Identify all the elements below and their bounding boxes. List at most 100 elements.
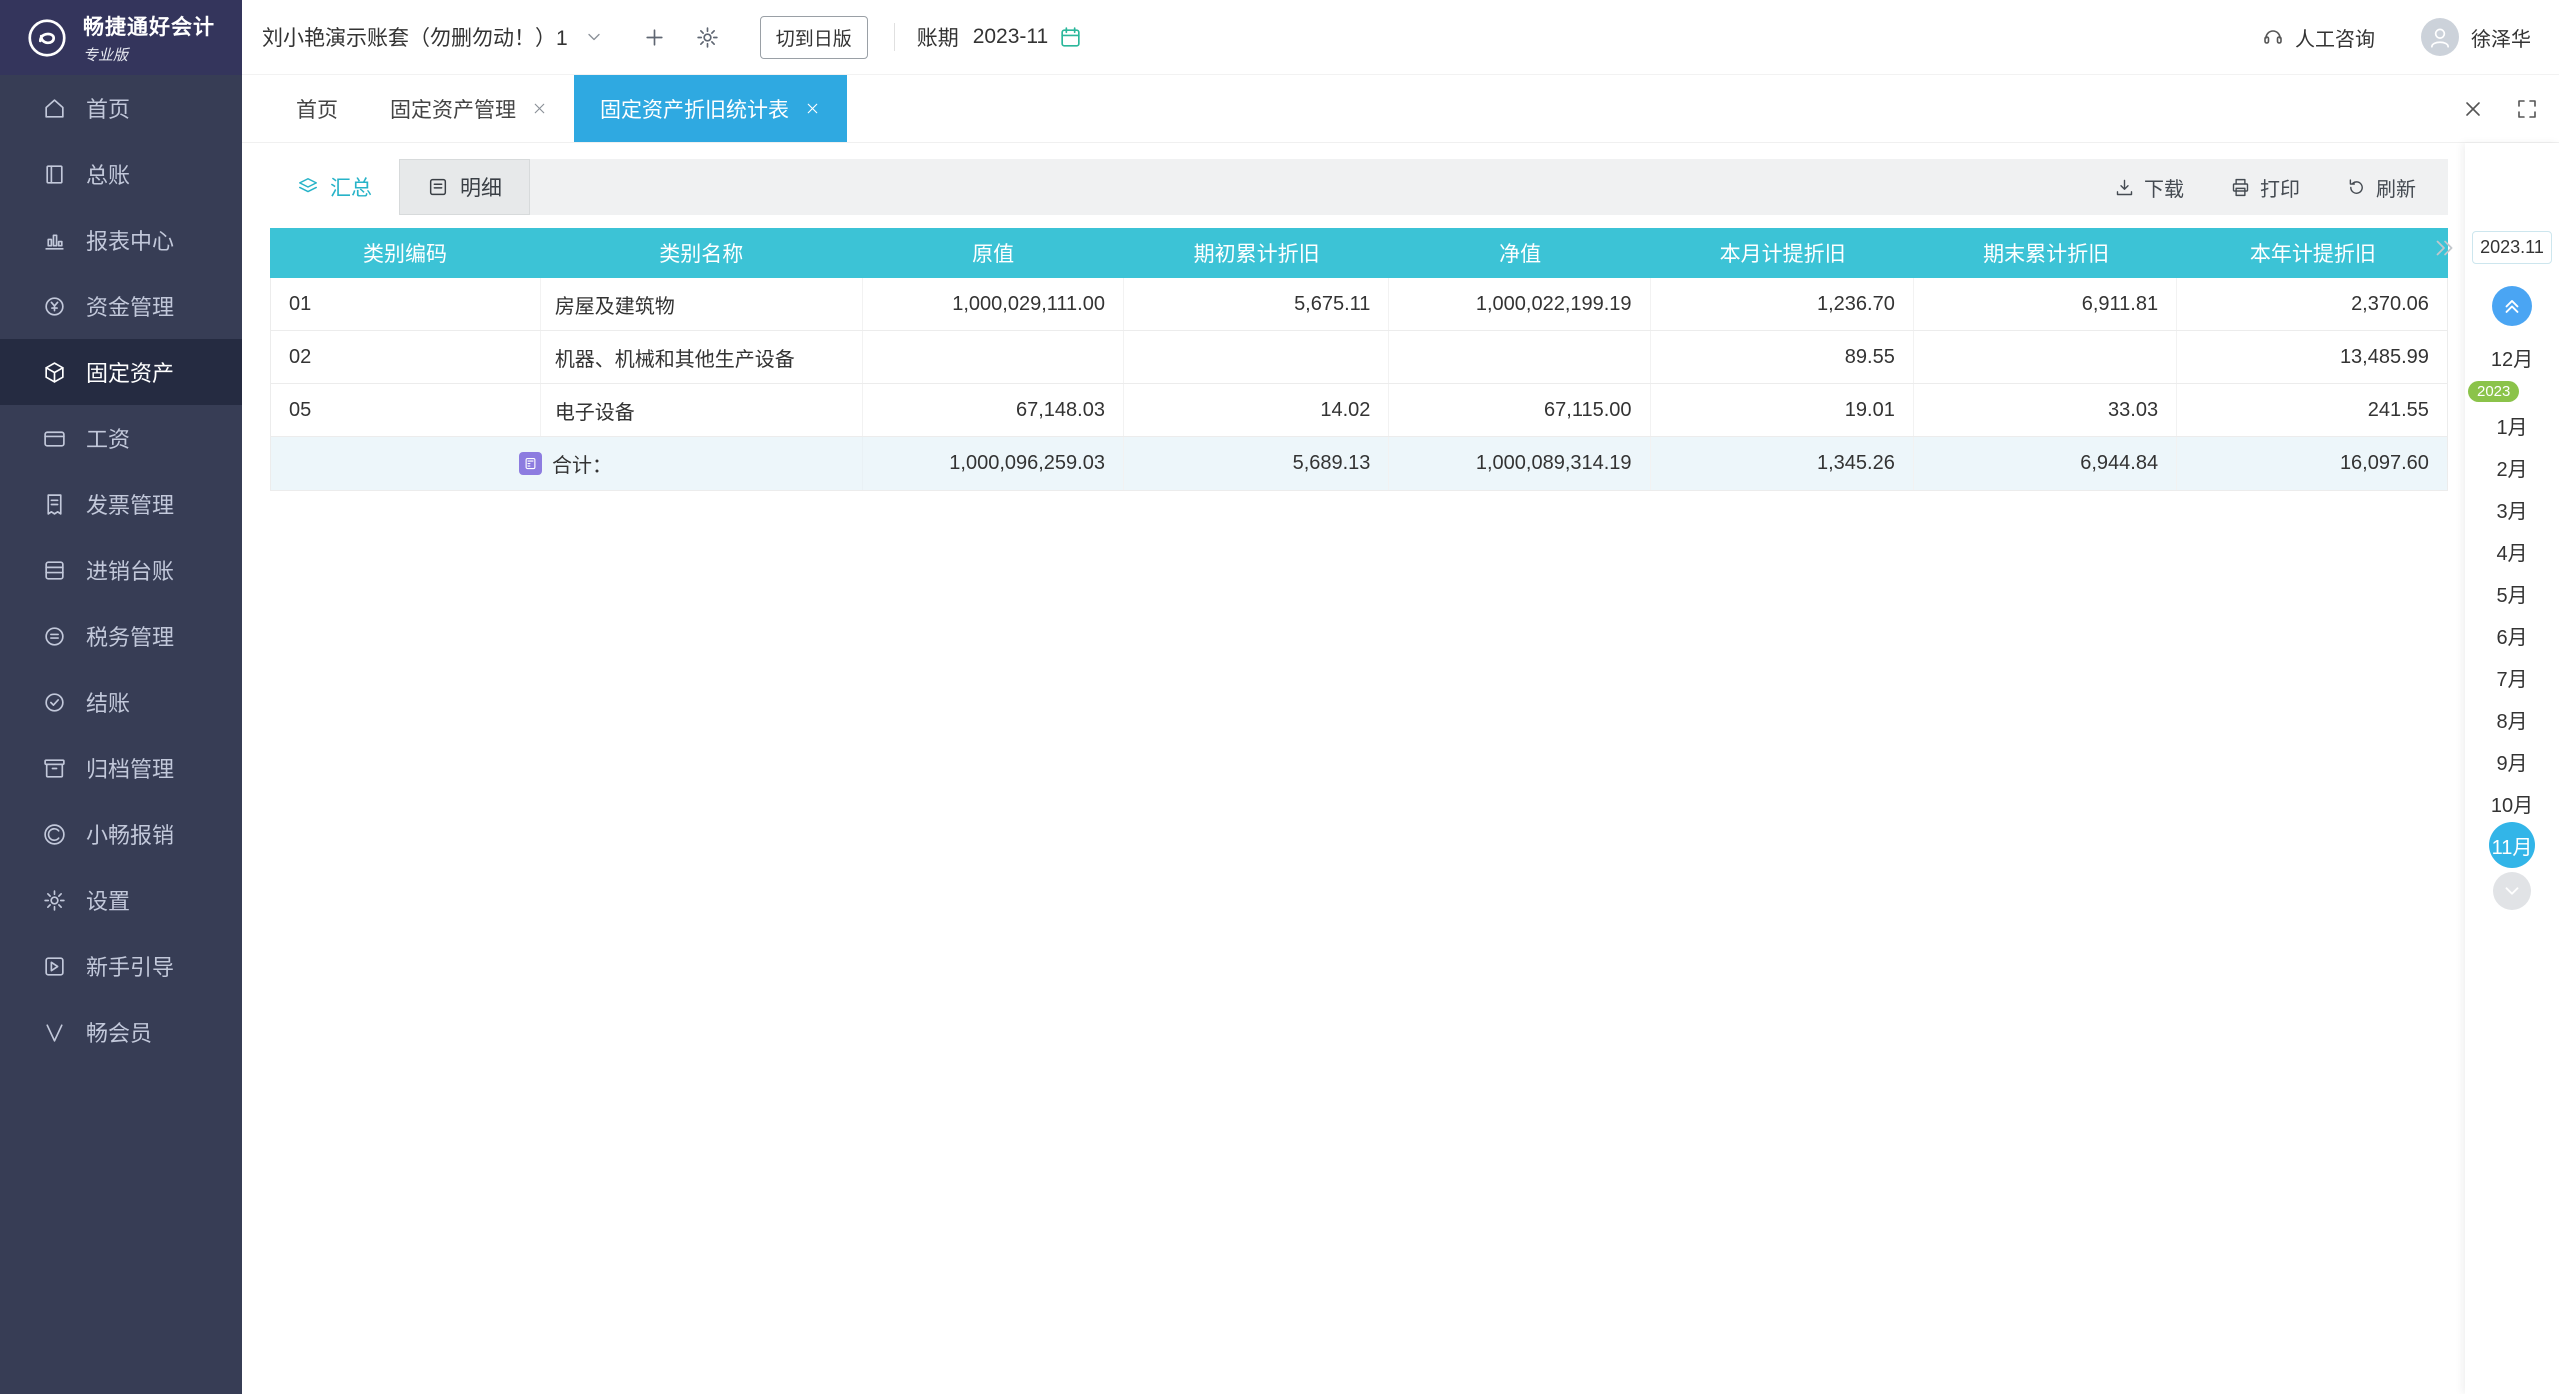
fullscreen-icon[interactable] xyxy=(2515,97,2539,121)
cube-icon xyxy=(45,361,64,383)
total-cell: 6,944.84 xyxy=(1914,437,2178,490)
sidebar-item-label: 资金管理 xyxy=(86,295,175,320)
table-row[interactable]: 02 机器、机械和其他生产设备 89.55 13,485.99 xyxy=(271,331,2447,384)
tab-depreciation-report[interactable]: 固定资产折旧统计表 xyxy=(574,75,847,142)
sidebar-item-fixed-assets[interactable]: 固定资产 xyxy=(0,339,242,405)
tab-home[interactable]: 首页 xyxy=(270,75,364,142)
column-header[interactable]: 本月计提折旧 xyxy=(1719,243,1846,266)
view-tab-detail[interactable]: 明细 xyxy=(399,159,530,215)
v-badge-icon xyxy=(46,1023,63,1042)
view-tab-label: 汇总 xyxy=(330,177,372,200)
close-icon[interactable] xyxy=(804,100,821,117)
calculator-icon xyxy=(519,452,542,475)
sidebar-item-label: 报表中心 xyxy=(86,229,175,254)
column-header[interactable]: 类别名称 xyxy=(659,243,744,266)
chevron-down-icon xyxy=(588,33,600,41)
period-calendar-button[interactable] xyxy=(1058,25,1083,50)
column-header[interactable]: 原值 xyxy=(972,243,1015,266)
sidebar-item-general-ledger[interactable]: 总账 xyxy=(0,141,242,207)
month-item[interactable]: 2月 xyxy=(2496,458,2528,481)
sidebar-item-closing[interactable]: 结账 xyxy=(0,669,242,735)
sidebar-item-purchase-sales[interactable]: 进销台账 xyxy=(0,537,242,603)
user-name[interactable]: 徐泽华 xyxy=(2471,28,2531,51)
column-header[interactable]: 期初累计折旧 xyxy=(1193,243,1320,266)
sidebar-item-label: 畅会员 xyxy=(86,1021,153,1046)
month-item[interactable]: 9月 xyxy=(2496,752,2528,775)
table-cell: 33.03 xyxy=(1914,384,2178,436)
sidebar-item-salary[interactable]: 工资 xyxy=(0,405,242,471)
sidebar-item-guide[interactable]: 新手引导 xyxy=(0,933,242,999)
month-item[interactable]: 4月 xyxy=(2496,542,2528,565)
main-area: 刘小艳演示账套（勿删勿动！）1 切到日版 账期 2023-11 人工咨询 xyxy=(242,0,2559,1394)
support-label: 人工咨询 xyxy=(2295,28,2375,51)
refresh-button[interactable]: 刷新 xyxy=(2346,173,2416,202)
column-header[interactable]: 期末累计折旧 xyxy=(1983,243,2110,266)
sidebar-item-home[interactable]: 首页 xyxy=(0,75,242,141)
sidebar-item-label: 设置 xyxy=(86,889,131,914)
column-header[interactable]: 类别编码 xyxy=(363,243,448,266)
table-body: 01 房屋及建筑物 1,000,029,111.00 5,675.11 1,00… xyxy=(270,278,2448,491)
month-item[interactable]: 8月 xyxy=(2496,710,2528,733)
scroll-up-button[interactable] xyxy=(2492,286,2532,326)
total-cell: 1,000,089,314.19 xyxy=(1389,437,1651,490)
sidebar-item-archive[interactable]: 归档管理 xyxy=(0,735,242,801)
print-button[interactable]: 打印 xyxy=(2230,173,2300,202)
toolbar-actions: 下载 打印 刷新 xyxy=(2114,159,2448,215)
close-all-icon[interactable] xyxy=(2461,97,2485,121)
brand-logo-icon xyxy=(28,18,66,57)
period-panel-header[interactable]: 2023.11 xyxy=(2472,231,2552,264)
view-tab-summary[interactable]: 汇总 xyxy=(270,159,399,215)
collapse-panel-button[interactable] xyxy=(2431,235,2457,266)
total-cell: 5,689.13 xyxy=(1124,437,1390,490)
user-avatar[interactable] xyxy=(2421,18,2459,56)
month-item[interactable]: 6月 xyxy=(2496,626,2528,649)
total-label-cell: 合计： xyxy=(271,437,863,490)
gear-icon xyxy=(696,26,718,48)
add-account-button[interactable] xyxy=(642,25,667,50)
month-item[interactable]: 1月 xyxy=(2496,416,2528,439)
table-cell: 02 xyxy=(271,331,541,383)
close-icon[interactable] xyxy=(531,100,548,117)
list-icon xyxy=(429,178,447,196)
column-header[interactable]: 净值 xyxy=(1499,243,1542,266)
month-item[interactable]: 3月 xyxy=(2496,500,2528,523)
headset-icon xyxy=(2264,30,2282,44)
table-cell: 1,236.70 xyxy=(1651,278,1914,330)
table-row[interactable]: 05 电子设备 67,148.03 14.02 67,115.00 19.01 … xyxy=(271,384,2447,437)
sidebar-item-membership[interactable]: 畅会员 xyxy=(0,999,242,1065)
sidebar-item-expense[interactable]: 小畅报销 xyxy=(0,801,242,867)
tab-fixed-asset-management[interactable]: 固定资产管理 xyxy=(364,75,574,142)
account-selector[interactable]: 刘小艳演示账套（勿删勿动！）1 xyxy=(262,22,604,52)
table-cell: 05 xyxy=(271,384,541,436)
brand-logo: 畅捷通好会计 专业版 xyxy=(0,0,242,75)
home-icon xyxy=(45,98,64,118)
month-item-selected[interactable]: 11月 xyxy=(2465,822,2559,868)
period-value[interactable]: 2023-11 xyxy=(972,25,1049,48)
table-cell: 1,000,029,111.00 xyxy=(863,278,1124,330)
scroll-down-button[interactable] xyxy=(2493,872,2531,910)
month-item[interactable]: 7月 xyxy=(2496,668,2528,691)
sidebar-item-report-center[interactable]: 报表中心 xyxy=(0,207,242,273)
month-item[interactable]: 12月 xyxy=(2490,348,2534,371)
check-circle-icon xyxy=(45,692,64,712)
account-settings-button[interactable] xyxy=(695,25,720,50)
month-item[interactable]: 10月 xyxy=(2490,794,2534,817)
bar-chart-icon xyxy=(45,233,64,250)
sidebar-item-settings[interactable]: 设置 xyxy=(0,867,242,933)
brand-subtitle: 专业版 xyxy=(83,46,129,64)
sidebar-item-invoice[interactable]: 发票管理 xyxy=(0,471,242,537)
period-side-panel: 2023.11 12月 2023 1月 2月 3月 4月 5月 6月 7月 8月… xyxy=(2465,143,2559,1394)
support-button[interactable]: 人工咨询 xyxy=(2261,23,2375,52)
table-row[interactable]: 01 房屋及建筑物 1,000,029,111.00 5,675.11 1,00… xyxy=(271,278,2447,331)
tabbar-controls xyxy=(2461,75,2559,142)
sidebar-item-tax[interactable]: 税务管理 xyxy=(0,603,242,669)
month-item[interactable]: 5月 xyxy=(2496,584,2528,607)
column-header[interactable]: 本年计提折旧 xyxy=(2249,243,2376,266)
switch-version-button[interactable]: 切到日版 xyxy=(759,15,868,59)
table-cell: 1,000,022,199.19 xyxy=(1389,278,1651,330)
sidebar: 畅捷通好会计 专业版 首页 总账 报表中心 资金管理 xyxy=(0,0,242,1394)
download-button[interactable]: 下载 xyxy=(2114,173,2184,202)
sidebar-item-funds[interactable]: 资金管理 xyxy=(0,273,242,339)
report-toolbar: 汇总 明细 下载 打印 xyxy=(270,159,2448,215)
